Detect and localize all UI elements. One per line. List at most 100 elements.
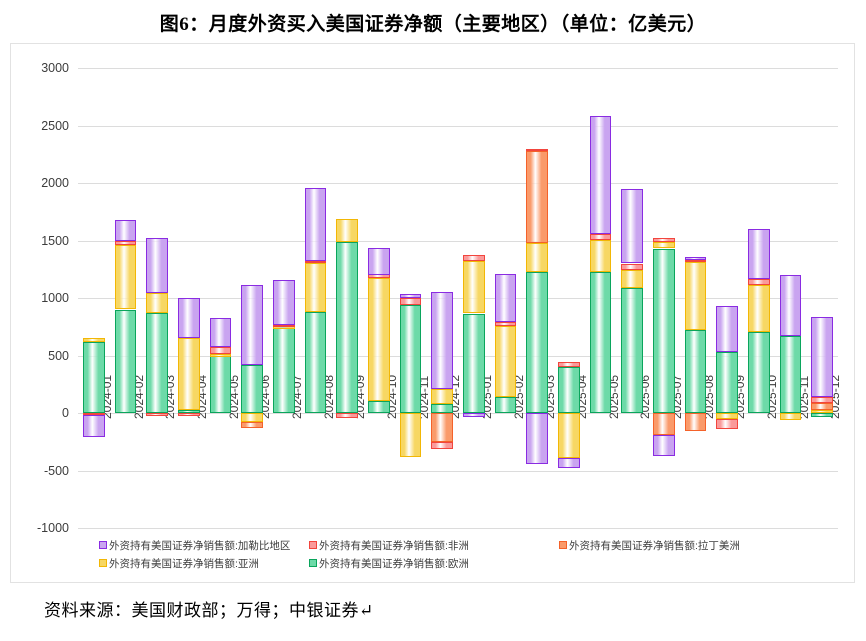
bar-segment-europe[interactable] (209, 355, 232, 413)
bar-segment-europe[interactable] (463, 313, 485, 413)
bar-segment-africa[interactable] (336, 413, 358, 419)
bar-segment-africa[interactable] (114, 241, 137, 246)
bar-segment-europe[interactable] (399, 304, 422, 413)
legend-item-latin[interactable]: 外资持有美国证券净销售额:拉丁美洲 (559, 538, 740, 553)
bar-segment-africa[interactable] (558, 361, 580, 367)
bar-segment-caribbean[interactable] (748, 229, 770, 279)
bar-segment-africa[interactable] (146, 413, 168, 417)
bar-segment-europe[interactable] (336, 241, 358, 413)
legend-item-europe[interactable]: 外资持有美国证券净销售额:欧洲 (309, 556, 469, 571)
bar-column[interactable] (399, 68, 422, 528)
bar-column[interactable] (114, 68, 137, 528)
bar-segment-africa[interactable] (178, 413, 200, 416)
bar-segment-europe[interactable] (241, 364, 263, 413)
bar-segment-caribbean[interactable] (178, 298, 200, 339)
bar-segment-africa[interactable] (273, 325, 295, 328)
bar-segment-asia[interactable] (621, 269, 643, 288)
bar-column[interactable] (146, 68, 168, 528)
bar-segment-europe[interactable] (304, 312, 327, 413)
bar-segment-caribbean[interactable] (621, 189, 643, 264)
bar-segment-europe[interactable] (589, 272, 612, 413)
bar-segment-africa[interactable] (811, 396, 833, 404)
bar-segment-europe[interactable] (526, 271, 548, 413)
bar-segment-europe[interactable] (716, 352, 738, 413)
bar-segment-latin[interactable] (431, 413, 453, 443)
bar-column[interactable] (368, 68, 390, 528)
bar-segment-asia[interactable] (748, 285, 770, 332)
bar-segment-europe[interactable] (431, 404, 453, 413)
bar-column[interactable] (716, 68, 738, 528)
bar-segment-europe[interactable] (811, 413, 833, 417)
bar-segment-europe[interactable] (273, 327, 295, 413)
bar-segment-asia[interactable] (114, 245, 137, 310)
bar-segment-africa[interactable] (653, 237, 675, 242)
bar-segment-latin[interactable] (811, 403, 833, 411)
bar-segment-caribbean[interactable] (463, 413, 485, 417)
bar-segment-latin[interactable] (653, 413, 675, 436)
bar-segment-asia[interactable] (463, 260, 485, 314)
bar-column[interactable] (779, 68, 802, 528)
bar-segment-europe[interactable] (621, 287, 643, 413)
bar-column[interactable] (526, 68, 548, 528)
bar-segment-africa[interactable] (716, 419, 738, 430)
bar-column[interactable] (241, 68, 263, 528)
bar-column[interactable] (621, 68, 643, 528)
bar-segment-caribbean[interactable] (653, 435, 675, 457)
bar-segment-africa[interactable] (83, 413, 105, 416)
bar-segment-caribbean[interactable] (684, 257, 707, 261)
bar-segment-asia[interactable] (336, 219, 358, 242)
bar-column[interactable] (304, 68, 327, 528)
legend-item-asia[interactable]: 外资持有美国证券净销售额:亚洲 (99, 556, 259, 571)
bar-segment-caribbean[interactable] (526, 413, 548, 464)
bar-column[interactable] (653, 68, 675, 528)
bar-segment-asia[interactable] (653, 241, 675, 249)
bar-segment-asia[interactable] (811, 410, 833, 413)
bar-segment-caribbean[interactable] (811, 317, 833, 397)
bar-segment-latin[interactable] (526, 150, 548, 243)
bar-segment-asia[interactable] (431, 388, 453, 405)
bar-column[interactable] (684, 68, 707, 528)
bar-segment-africa[interactable] (431, 442, 453, 449)
bar-segment-asia[interactable] (716, 413, 738, 420)
bar-segment-europe[interactable] (146, 312, 168, 413)
bar-segment-asia[interactable] (368, 277, 390, 401)
bar-segment-africa[interactable] (621, 263, 643, 270)
bar-segment-caribbean[interactable] (368, 248, 390, 275)
bar-segment-europe[interactable] (178, 409, 200, 413)
bar-segment-africa[interactable] (399, 298, 422, 305)
bar-column[interactable] (178, 68, 200, 528)
bar-segment-caribbean[interactable] (114, 219, 137, 242)
bar-segment-europe[interactable] (779, 336, 802, 413)
bar-segment-africa[interactable] (368, 274, 390, 278)
bar-segment-europe[interactable] (83, 342, 105, 413)
bar-column[interactable] (336, 68, 358, 528)
bar-segment-europe[interactable] (684, 330, 707, 413)
bar-segment-caribbean[interactable] (779, 275, 802, 336)
bar-segment-asia[interactable] (146, 292, 168, 313)
bar-segment-caribbean[interactable] (209, 317, 232, 347)
bar-segment-africa[interactable] (526, 148, 548, 151)
bar-segment-asia[interactable] (684, 262, 707, 331)
bar-segment-asia[interactable] (241, 413, 263, 423)
bar-segment-caribbean[interactable] (431, 292, 453, 389)
bar-segment-asia[interactable] (209, 354, 232, 357)
bar-segment-europe[interactable] (653, 248, 675, 413)
bar-segment-asia[interactable] (304, 262, 327, 313)
bar-segment-asia[interactable] (779, 413, 802, 420)
bar-segment-africa[interactable] (589, 233, 612, 240)
bar-segment-europe[interactable] (114, 309, 137, 413)
bar-segment-africa[interactable] (463, 255, 485, 261)
bar-segment-asia[interactable] (589, 239, 612, 273)
bar-column[interactable] (811, 68, 833, 528)
bar-segment-caribbean[interactable] (494, 274, 517, 322)
bar-segment-asia[interactable] (526, 242, 548, 272)
bar-segment-asia[interactable] (83, 338, 105, 343)
bar-segment-latin[interactable] (241, 422, 263, 429)
bar-column[interactable] (589, 68, 612, 528)
bar-segment-caribbean[interactable] (83, 415, 105, 437)
bar-column[interactable] (494, 68, 517, 528)
bar-segment-latin[interactable] (684, 413, 707, 432)
bar-segment-europe[interactable] (368, 400, 390, 413)
bar-segment-caribbean[interactable] (558, 457, 580, 469)
bar-segment-asia[interactable] (494, 325, 517, 397)
